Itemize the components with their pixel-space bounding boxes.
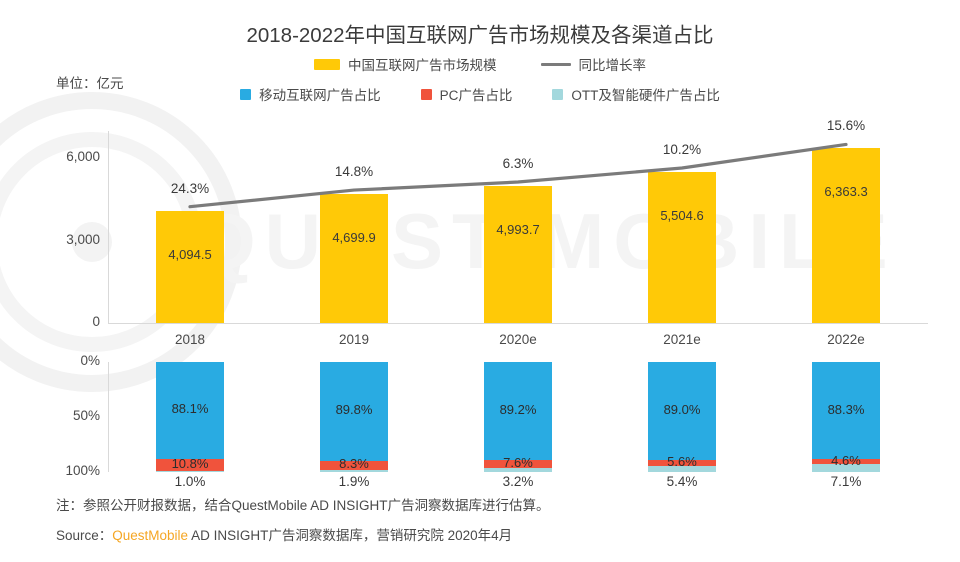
source-rest: AD INSIGHT广告洞察数据库，营销研究院 2020年4月 — [188, 528, 512, 543]
pc-share-label: 4.6% — [796, 453, 896, 468]
legend-label: 同比增长率 — [579, 54, 647, 74]
bottom-chart-ytick: 0% — [30, 353, 100, 368]
legend-secondary: 移动互联网广告占比 PC广告占比 OTT及智能硬件广告占比 — [0, 84, 960, 104]
pc-share-label: 7.6% — [468, 455, 568, 470]
bottom-chart-y-axis — [108, 362, 109, 472]
square-swatch-icon — [240, 89, 251, 100]
mobile-share-label: 89.2% — [468, 402, 568, 417]
mobile-share-label: 88.3% — [796, 402, 896, 417]
square-swatch-icon — [552, 89, 563, 100]
mobile-share-label: 88.1% — [140, 401, 240, 416]
ott-share-label: 3.2% — [468, 474, 568, 489]
square-swatch-icon — [421, 89, 432, 100]
mobile-share-label: 89.0% — [632, 402, 732, 417]
pc-share-label: 5.6% — [632, 454, 732, 469]
pc-share-label: 10.8% — [140, 456, 240, 471]
source-line: Source：QuestMobile AD INSIGHT广告洞察数据库，营销研… — [56, 524, 512, 544]
legend-label: 移动互联网广告占比 — [259, 84, 381, 104]
legend-primary: 中国互联网广告市场规模 同比增长率 — [0, 54, 960, 74]
line-swatch-icon — [541, 63, 571, 66]
legend-item-market-size[interactable]: 中国互联网广告市场规模 — [314, 54, 497, 74]
pc-share-label: 8.3% — [304, 456, 404, 471]
ott-share-label: 7.1% — [796, 474, 896, 489]
source-brand: QuestMobile — [112, 528, 188, 543]
ott-share-label: 5.4% — [632, 474, 732, 489]
ott-share-label: 1.0% — [140, 474, 240, 489]
page-title: 2018-2022年中国互联网广告市场规模及各渠道占比 — [0, 18, 960, 48]
legend-item-growth-rate[interactable]: 同比增长率 — [541, 54, 647, 74]
bottom-chart-ytick: 50% — [30, 408, 100, 423]
bar-swatch-icon — [314, 59, 340, 70]
footnote: 注：参照公开财报数据，结合QuestMobile AD INSIGHT广告洞察数… — [56, 494, 550, 514]
ott-share-label: 1.9% — [304, 474, 404, 489]
legend-label: PC广告占比 — [440, 84, 513, 104]
legend-label: OTT及智能硬件广告占比 — [571, 84, 720, 104]
ott-share-segment[interactable] — [156, 471, 224, 472]
legend-item-mobile-share[interactable]: 移动互联网广告占比 — [240, 84, 381, 104]
source-prefix: Source： — [56, 528, 112, 543]
legend-item-ott-share[interactable]: OTT及智能硬件广告占比 — [552, 84, 720, 104]
legend-item-pc-share[interactable]: PC广告占比 — [421, 84, 513, 104]
chart-page: QUEST MOBILE 2018-2022年中国互联网广告市场规模及各渠道占比… — [0, 0, 960, 562]
bottom-chart-ytick: 100% — [30, 463, 100, 478]
legend-label: 中国互联网广告市场规模 — [348, 54, 497, 74]
mobile-share-label: 89.8% — [304, 402, 404, 417]
